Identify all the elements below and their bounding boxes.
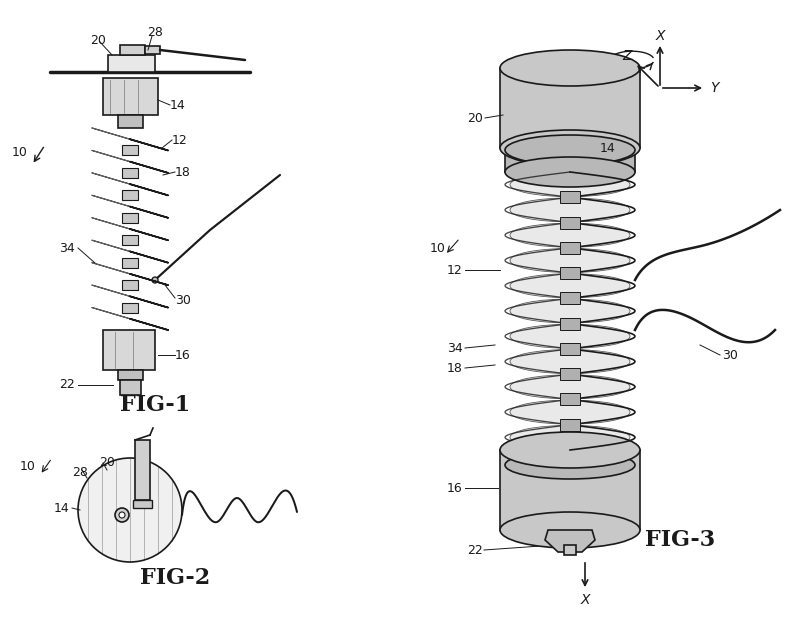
Bar [120,45,145,55]
Text: 14: 14 [54,501,70,515]
Ellipse shape [510,400,630,424]
Text: 34: 34 [59,242,75,255]
Text: 20: 20 [467,111,483,124]
Text: X: X [655,29,665,43]
Text: 16: 16 [175,349,191,362]
Bar [122,190,138,200]
Polygon shape [505,150,635,172]
Bar [122,280,138,290]
Bar [560,419,580,431]
Bar [135,440,150,500]
Text: Z: Z [622,49,632,63]
Bar [560,394,580,405]
Ellipse shape [500,432,640,468]
Ellipse shape [500,512,640,548]
Ellipse shape [510,425,630,449]
Text: 28: 28 [72,465,88,478]
Bar [120,380,141,395]
Bar [122,145,138,156]
Text: 14: 14 [600,142,616,154]
Text: 22: 22 [59,378,75,391]
Bar [560,368,580,380]
Text: 18: 18 [175,166,191,179]
Polygon shape [500,68,640,148]
Text: FIG-1: FIG-1 [120,394,190,416]
Bar [560,318,580,329]
Ellipse shape [500,50,640,86]
Bar [122,168,138,178]
Ellipse shape [505,433,635,461]
Circle shape [119,512,125,518]
Text: FIG-3: FIG-3 [645,529,715,551]
Text: Y: Y [710,81,718,95]
Bar [122,213,138,222]
Ellipse shape [505,157,635,187]
Text: 12: 12 [172,133,188,146]
Bar [560,292,580,304]
Ellipse shape [510,324,630,349]
Bar [133,500,152,508]
Ellipse shape [510,223,630,247]
Polygon shape [500,450,640,530]
Text: FIG-2: FIG-2 [140,567,210,589]
Text: 12: 12 [447,263,463,276]
Bar [118,370,143,380]
Text: 14: 14 [170,98,186,111]
Circle shape [78,458,182,562]
Text: 22: 22 [467,543,483,556]
Bar [108,55,155,72]
Bar [122,303,138,313]
Text: 28: 28 [147,25,163,38]
Ellipse shape [510,248,630,273]
Ellipse shape [505,451,635,479]
Ellipse shape [510,172,630,197]
Text: 18: 18 [447,362,463,375]
Bar [103,78,158,115]
Ellipse shape [505,135,635,165]
Ellipse shape [510,299,630,323]
Text: 16: 16 [447,481,463,494]
Bar [560,216,580,229]
Ellipse shape [510,375,630,399]
Circle shape [115,508,129,522]
Bar [564,545,576,555]
Text: 10: 10 [430,242,446,255]
Text: 20: 20 [90,33,106,46]
Bar [560,343,580,355]
Polygon shape [545,530,595,552]
Text: 30: 30 [722,349,738,362]
Polygon shape [505,447,635,465]
Text: X: X [580,593,590,607]
Bar [103,330,155,370]
Text: 10: 10 [20,460,36,473]
Text: 30: 30 [175,294,191,307]
Text: 20: 20 [99,455,115,468]
Bar [560,192,580,203]
Bar [118,115,143,128]
Bar [145,46,160,54]
Circle shape [152,277,158,283]
Ellipse shape [510,198,630,222]
Text: 10: 10 [12,145,28,158]
Text: 34: 34 [447,342,463,355]
Ellipse shape [510,350,630,373]
Bar [560,267,580,279]
Ellipse shape [510,274,630,298]
Bar [122,235,138,245]
Bar [560,242,580,254]
Bar [122,258,138,268]
Ellipse shape [500,130,640,166]
